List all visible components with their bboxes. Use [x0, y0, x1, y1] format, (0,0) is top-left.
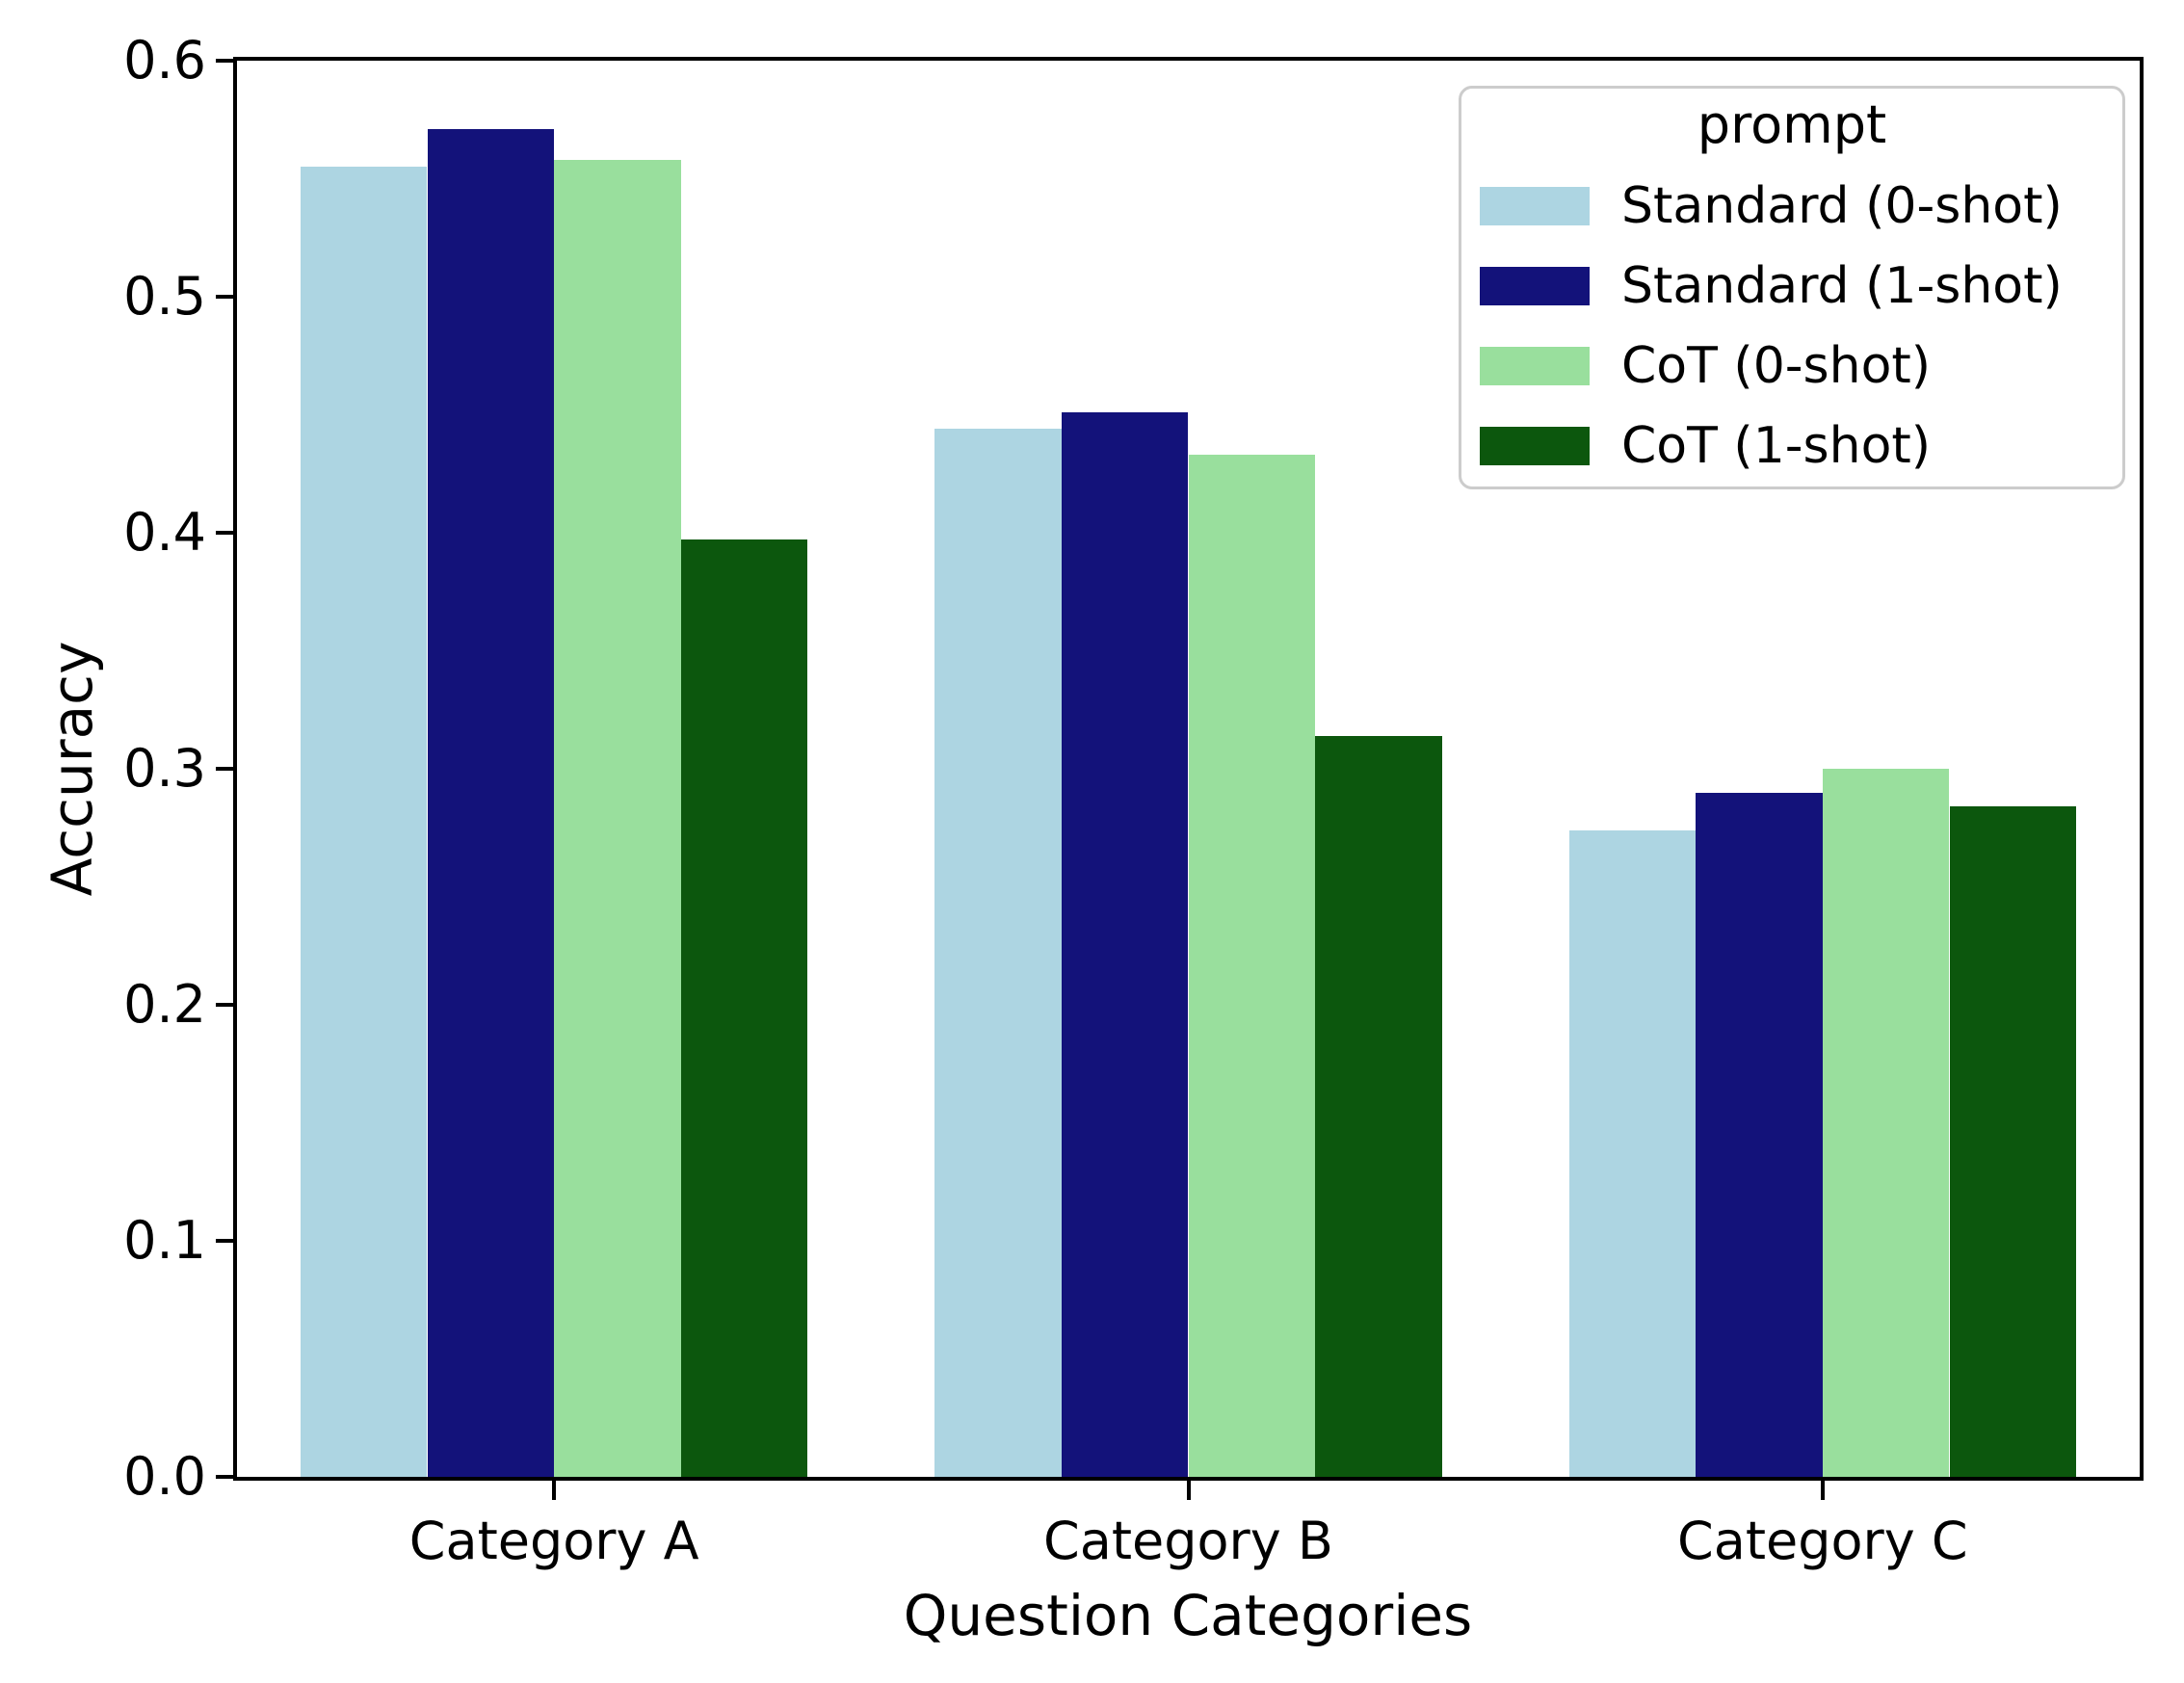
- bar-cot-1-shot--category-a: [680, 539, 808, 1477]
- x-tick-mark-category-c: [1820, 1481, 1825, 1500]
- legend-swatch-icon: [1480, 347, 1590, 386]
- y-tick-mark-0.2: [216, 1003, 233, 1007]
- legend-swatch-icon: [1480, 427, 1590, 466]
- y-tick-mark-0.4: [216, 531, 233, 535]
- y-tick-label: 0.5: [123, 266, 206, 327]
- legend-label: Standard (0-shot): [1621, 177, 2063, 236]
- bar-cot-0-shot--category-a: [554, 159, 681, 1477]
- x-tick-label-category-b: Category B: [1043, 1511, 1333, 1571]
- y-tick-mark-0.5: [216, 295, 233, 299]
- bar-standard-1-shot--category-b: [1061, 412, 1189, 1477]
- bar-standard-0-shot--category-b: [934, 429, 1062, 1477]
- x-tick-label-category-a: Category A: [408, 1511, 699, 1571]
- bar-standard-1-shot--category-c: [1696, 792, 1823, 1477]
- y-tick-label: 0.4: [123, 502, 206, 563]
- y-tick-label: 0.1: [123, 1210, 206, 1271]
- x-tick-mark-category-a: [552, 1481, 557, 1500]
- plot-area: 0.0 0.1 0.2 0.3 0.4 0.5 0.6 Category A Category…: [39, 35, 2144, 1644]
- legend-row: CoT (0-shot): [1461, 327, 2122, 407]
- y-tick-mark-0.1: [216, 1239, 233, 1243]
- x-tick-label-category-c: Category C: [1677, 1511, 1968, 1571]
- y-tick-mark-0.0: [216, 1475, 233, 1479]
- bar-cot-1-shot--category-c: [1949, 806, 2077, 1477]
- y-tick-label: 0.3: [123, 738, 206, 799]
- legend-swatch-icon: [1480, 267, 1590, 306]
- y-tick-label: 0.2: [123, 974, 206, 1035]
- bar-standard-0-shot--category-a: [300, 167, 428, 1477]
- legend-swatch-icon: [1480, 187, 1590, 226]
- bar-standard-1-shot--category-a: [427, 129, 555, 1477]
- legend-row: Standard (0-shot): [1461, 167, 2122, 247]
- legend-label: CoT (1-shot): [1621, 417, 1932, 476]
- bar-cot-0-shot--category-b: [1188, 455, 1316, 1477]
- legend-label: Standard (1-shot): [1621, 257, 2063, 316]
- legend-rows: Standard (0-shot) Standard (1-shot) CoT (0…: [1461, 167, 2122, 486]
- bar-cot-1-shot--category-b: [1315, 735, 1442, 1477]
- y-tick-mark-0.3: [216, 767, 233, 771]
- bar-cot-0-shot--category-c: [1822, 769, 1950, 1477]
- y-tick-label: 0.6: [123, 30, 206, 91]
- y-tick-mark-0.6: [216, 59, 233, 63]
- y-axis-label: Accuracy: [39, 641, 105, 897]
- x-axis-label: Question Categories: [903, 1583, 1473, 1648]
- legend-label: CoT (0-shot): [1621, 337, 1932, 396]
- legend-row: Standard (1-shot): [1461, 247, 2122, 327]
- legend-title: prompt: [1697, 94, 1887, 155]
- y-tick-label: 0.0: [123, 1446, 206, 1507]
- bar-standard-0-shot--category-c: [1568, 829, 1697, 1477]
- legend: prompt Standard (0-shot) Standard (1-shot…: [1459, 86, 2125, 489]
- x-tick-mark-category-b: [1186, 1481, 1191, 1500]
- legend-row: CoT (1-shot): [1461, 407, 2122, 486]
